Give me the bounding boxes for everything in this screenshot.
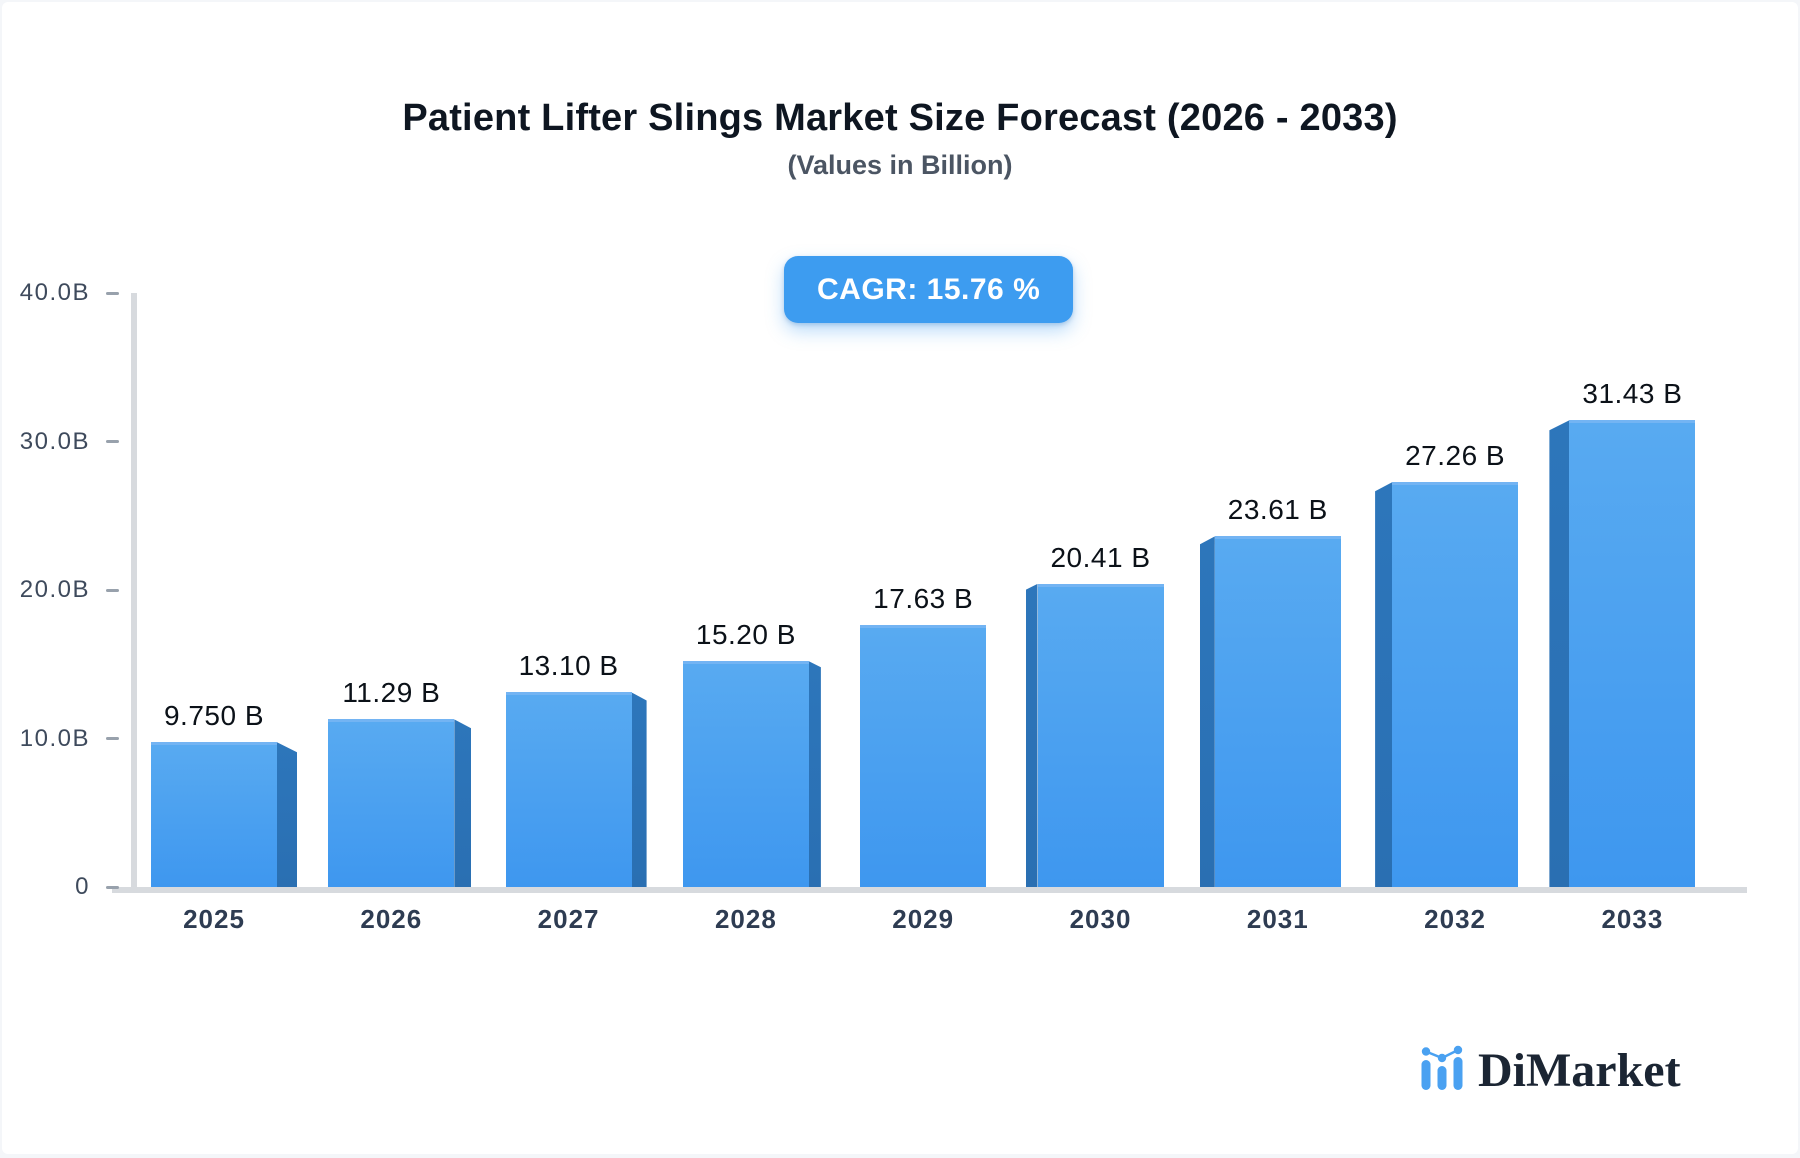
y-axis-tick-mark [106, 885, 119, 889]
bar-value-label: 11.29 B [342, 677, 441, 709]
bar-value-label: 20.41 B [1050, 541, 1151, 573]
y-axis-line [131, 293, 137, 893]
y-axis-tick-label: 30.0B [19, 427, 90, 455]
chart-subtitle: (Values in Billion) [787, 150, 1013, 180]
bar-side-3d [1025, 583, 1038, 887]
bar-side-3d [1199, 536, 1215, 887]
bar-side-3d [631, 692, 647, 887]
bar-value-label: 9.750 B [163, 700, 265, 732]
bar-side-3d [808, 661, 821, 887]
x-axis-label: 2031 [1246, 904, 1309, 934]
x-axis-line [112, 887, 1747, 893]
bar-2028 [682, 661, 809, 887]
y-axis-tick-mark [106, 737, 119, 740]
bar-side-3d [1375, 482, 1393, 887]
bar-side-3d [454, 719, 472, 887]
brand-name: DiMarket [1478, 1044, 1681, 1097]
x-axis-label: 2025 [183, 904, 245, 934]
x-axis-label: 2030 [1069, 904, 1132, 934]
y-axis-tick-mark [106, 291, 119, 295]
brand-logo: DiMarket [1420, 1042, 1681, 1095]
dimarket-logo-icon [1420, 1042, 1464, 1095]
y-axis-tick-label: 40.0B [19, 279, 90, 306]
y-axis-tick-mark [106, 588, 119, 592]
x-axis-label: 2032 [1424, 904, 1487, 934]
bar-2030 [1037, 583, 1164, 887]
bar-value-label: 15.20 B [695, 619, 796, 651]
bar-2033 [1569, 420, 1696, 887]
x-axis-label: 2028 [714, 904, 777, 934]
bar-2032 [1392, 482, 1519, 887]
cagr-badge: CAGR: 15.76 % [784, 256, 1074, 323]
bar-2027 [505, 692, 632, 887]
x-axis-label: 2033 [1601, 904, 1664, 934]
bar-side-3d [277, 742, 297, 887]
bar-value-label: 27.26 B [1405, 440, 1506, 472]
x-axis-label: 2027 [537, 904, 600, 934]
bar-value-label: 17.63 B [873, 583, 974, 615]
y-axis-tick-label: 10.0B [19, 724, 90, 752]
y-axis-tick-label: 0 [75, 873, 90, 900]
bar-value-label: 23.61 B [1227, 494, 1328, 526]
y-axis-tick-mark [106, 440, 119, 443]
bar-2026 [328, 719, 455, 887]
bar-2031 [1214, 536, 1341, 887]
bar-2029 [860, 625, 987, 887]
x-axis-label: 2029 [892, 904, 955, 934]
bar-side-3d [1549, 420, 1570, 887]
bar-value-label: 13.10 B [518, 650, 619, 682]
y-axis-tick-label: 20.0B [19, 576, 90, 603]
bar-2025 [151, 742, 277, 887]
bar-value-label: 31.43 B [1582, 378, 1683, 410]
chart-title: Patient Lifter Slings Market Size Foreca… [402, 97, 1398, 139]
x-axis-label: 2026 [360, 904, 423, 934]
